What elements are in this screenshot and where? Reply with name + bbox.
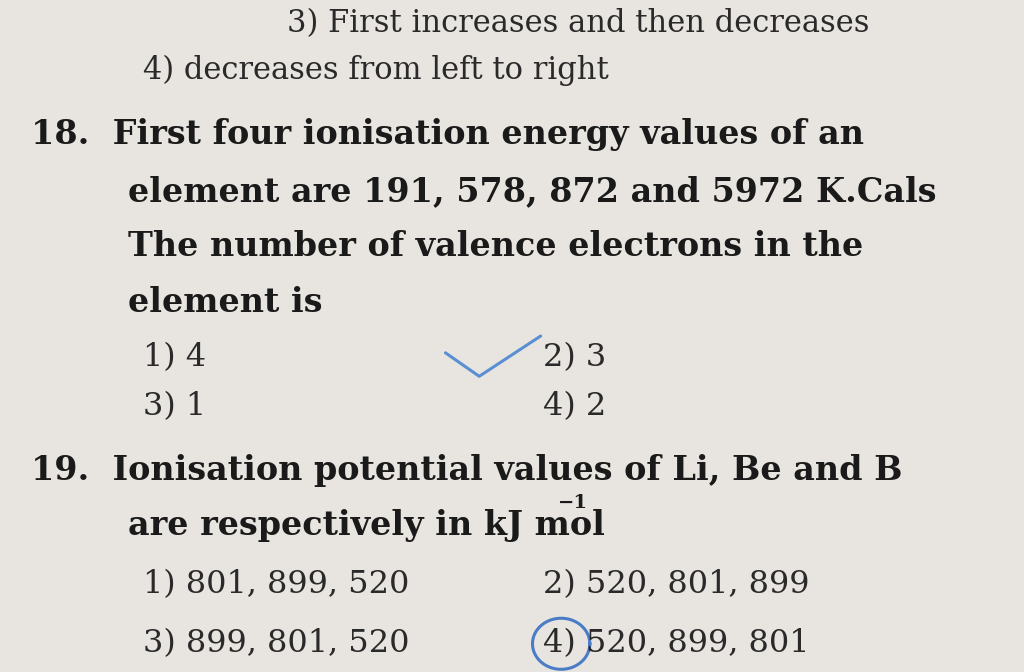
Text: 1) 4: 1) 4: [143, 342, 207, 373]
Text: element are 191, 578, 872 and 5972 K.Cals: element are 191, 578, 872 and 5972 K.Cal…: [128, 175, 937, 208]
Text: 19.  Ionisation potential values of Li, Be and B: 19. Ionisation potential values of Li, B…: [31, 454, 902, 487]
Text: 1) 801, 899, 520: 1) 801, 899, 520: [143, 569, 410, 600]
Text: 4) decreases from left to right: 4) decreases from left to right: [143, 55, 609, 86]
Text: 2) 3: 2) 3: [543, 342, 606, 373]
Text: 3) First increases and then decreases: 3) First increases and then decreases: [287, 8, 869, 39]
Text: 3) 1: 3) 1: [143, 391, 207, 422]
Text: 3) 899, 801, 520: 3) 899, 801, 520: [143, 628, 410, 659]
Text: 18.  First four ionisation energy values of an: 18. First four ionisation energy values …: [31, 118, 863, 151]
Text: 4) 2: 4) 2: [543, 391, 606, 422]
Text: element is: element is: [128, 286, 323, 319]
Text: The number of valence electrons in the: The number of valence electrons in the: [128, 230, 863, 263]
Text: 2) 520, 801, 899: 2) 520, 801, 899: [543, 569, 809, 600]
Text: −1: −1: [558, 494, 588, 512]
Text: 4) 520, 899, 801: 4) 520, 899, 801: [543, 628, 809, 659]
Text: are respectively in kJ mol: are respectively in kJ mol: [128, 509, 605, 542]
